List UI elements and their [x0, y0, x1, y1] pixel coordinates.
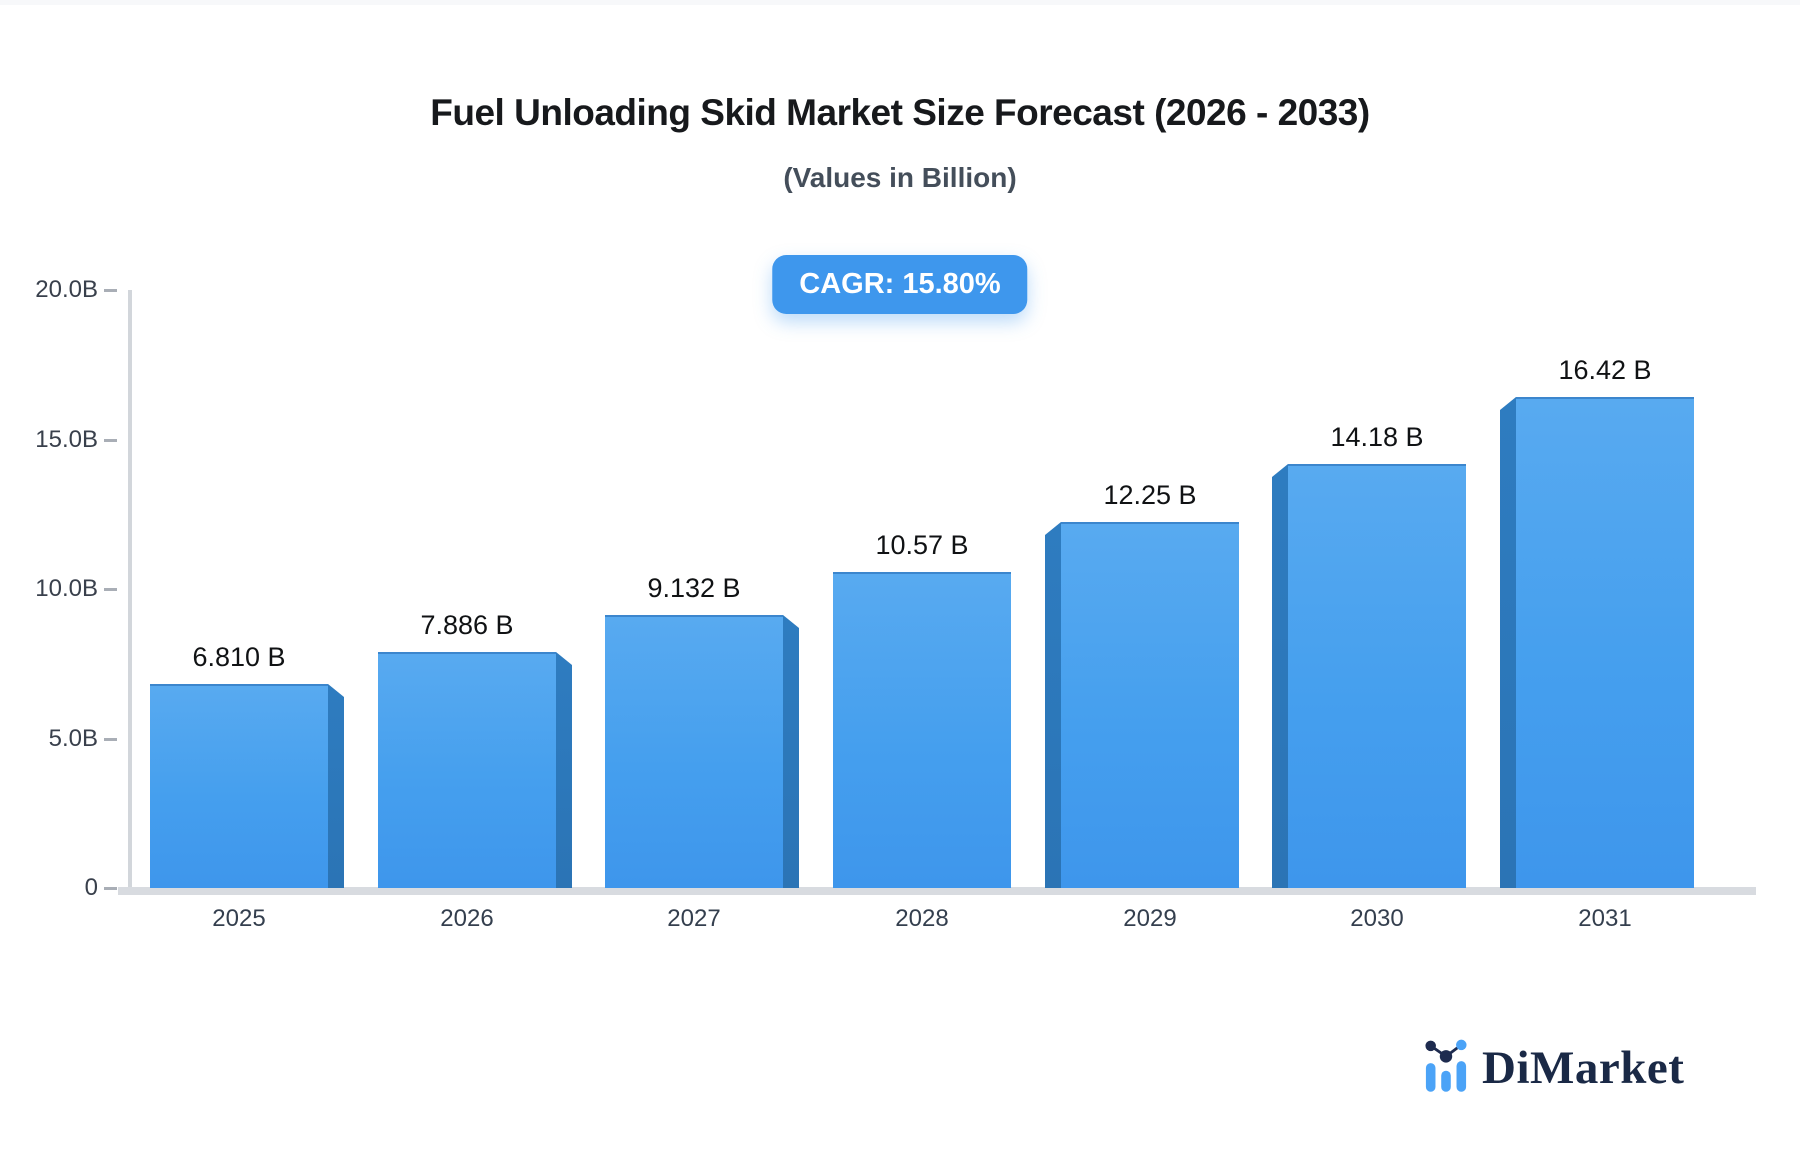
- bar-value-label-2026: 7.886 B: [420, 610, 514, 640]
- bar-side-2031: [1500, 397, 1516, 888]
- y-tick-label: 15.0B: [35, 425, 98, 453]
- bar-value-label-2029: 12.25 B: [1103, 480, 1197, 510]
- bar-value-label-2028: 10.57 B: [875, 530, 969, 560]
- bar-side-2030: [1272, 464, 1288, 888]
- x-axis-label-2026: 2026: [440, 905, 494, 932]
- y-tick-dash: [104, 289, 117, 292]
- y-tick-dash: [104, 737, 117, 741]
- x-axis-label-2031: 2031: [1578, 905, 1632, 932]
- brand-logo: DiMarket: [1424, 1038, 1684, 1092]
- bar-side-2027: [783, 615, 799, 888]
- bar-value-label-2025: 6.810 B: [192, 642, 286, 672]
- bar-2027: [605, 615, 783, 888]
- y-tick-label: 10.0B: [35, 575, 98, 602]
- cagr-badge: CAGR: 15.80%: [772, 255, 1028, 314]
- chart-title: Fuel Unloading Skid Market Size Forecast…: [430, 92, 1370, 133]
- bar-side-2029: [1045, 522, 1061, 888]
- bar-value-label-2030: 14.18 B: [1330, 422, 1424, 452]
- x-axis-label-2028: 2028: [895, 905, 949, 932]
- y-tick-label: 5.0B: [48, 724, 98, 752]
- x-axis-label-2027: 2027: [667, 905, 721, 932]
- bar-side-2025: [328, 684, 344, 888]
- x-axis-label-2030: 2030: [1350, 905, 1404, 932]
- x-axis-label-2029: 2029: [1123, 905, 1177, 932]
- x-axis-baseline: [118, 887, 1756, 895]
- bar-value-label-2031: 16.42 B: [1558, 355, 1652, 385]
- bar-2030: [1288, 464, 1466, 888]
- top-border-strip: [0, 0, 1800, 5]
- y-axis-line: [128, 290, 132, 892]
- mini-bar-chart-icon: [1425, 1039, 1467, 1092]
- bar-2029: [1061, 522, 1239, 888]
- x-axis-label-2025: 2025: [212, 905, 266, 932]
- y-tick-label: 20.0B: [35, 276, 98, 303]
- brand-name: DiMarket: [1482, 1042, 1685, 1094]
- y-tick-dash: [104, 438, 117, 442]
- y-tick-dash: [104, 887, 117, 890]
- y-tick-label: 0: [84, 874, 98, 901]
- bar-2026: [378, 652, 556, 888]
- y-tick-dash: [104, 588, 117, 591]
- bar-2031: [1516, 397, 1694, 888]
- bar-side-2026: [556, 652, 572, 888]
- bar-2025: [150, 684, 328, 888]
- bar-2028: [833, 572, 1011, 888]
- bar-value-label-2027: 9.132 B: [647, 573, 741, 603]
- chart-subtitle: (Values in Billion): [783, 162, 1017, 193]
